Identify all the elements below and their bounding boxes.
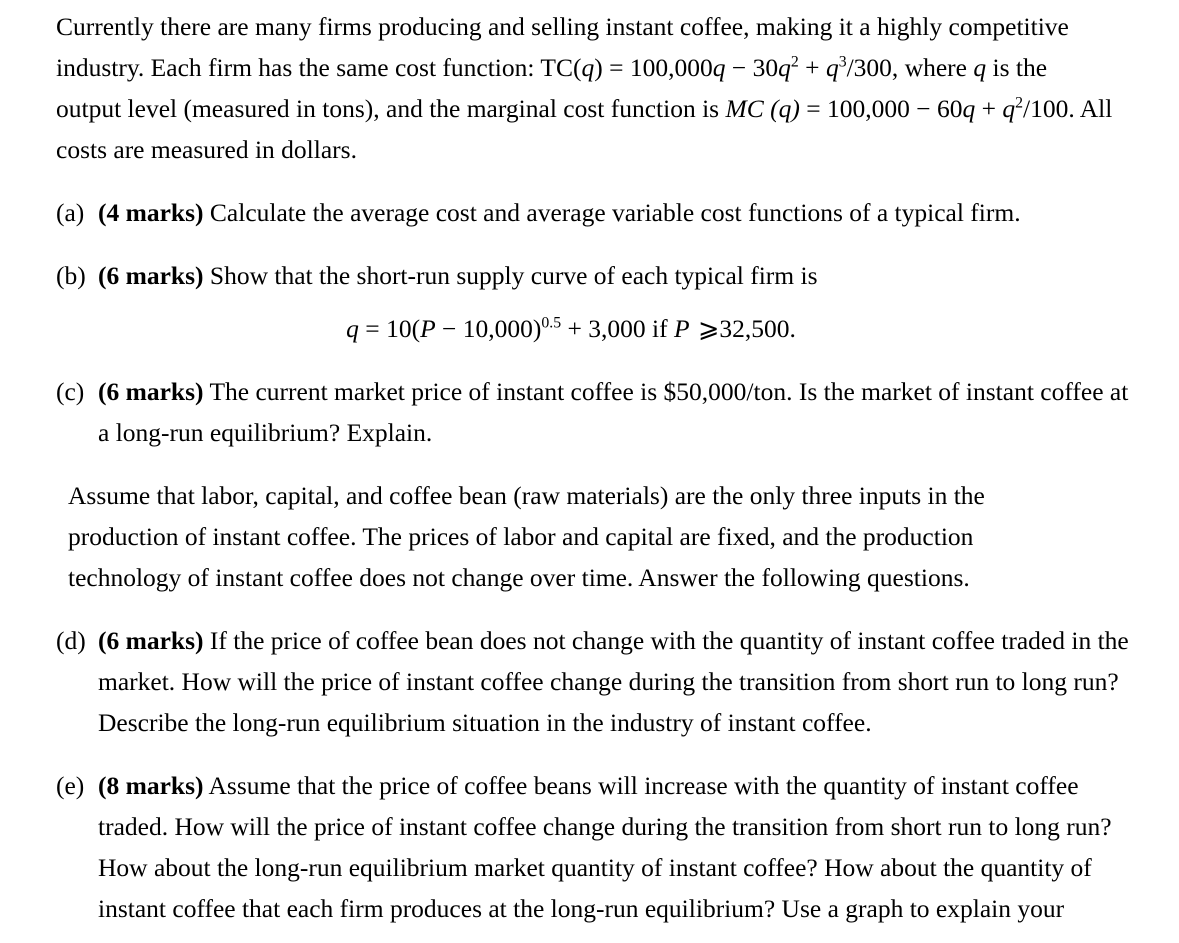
eq-coefficient: 10( [386, 314, 421, 343]
question-item-e: (e) (8 marks) Assume that the price of co… [56, 765, 1134, 943]
tc-term-3-exponent: 3 [838, 53, 847, 71]
intro-paragraph: Currently there are many firms producing… [56, 6, 1118, 170]
question-item-a: (a) (4 marks) Calculate the average cost … [56, 192, 1134, 233]
question-text-c: The current market price of instant coff… [98, 377, 1129, 447]
question-marks-d: (6 marks) [98, 626, 204, 655]
eq-plus-operator: + [561, 314, 589, 343]
question-text-d: If the price of coffee bean does not cha… [98, 626, 1129, 737]
tc-term-3-variable: q [825, 53, 839, 82]
assumption-paragraph: Assume that labor, capital, and coffee b… [68, 481, 985, 592]
question-marker-a: (a) [56, 198, 85, 227]
tc-equals: = [602, 53, 630, 82]
mc-term-3-variable: q [1002, 94, 1016, 123]
intro-sentence-2: where [898, 53, 974, 82]
eq-constant: 3,000 [588, 314, 646, 343]
eq-threshold: 32,500. [719, 314, 796, 343]
question-body-d: (6 marks) If the price of coffee bean do… [98, 626, 1129, 737]
mc-term-3-denominator: /100. [1023, 94, 1075, 123]
question-item-d: (d) (6 marks) If the price of coffee bean… [56, 620, 1134, 743]
question-list-continued: (d) (6 marks) If the price of coffee bean… [56, 620, 1134, 943]
tc-variable: q [581, 53, 595, 82]
question-marker-c: (c) [56, 377, 85, 406]
question-item-c: (c) (6 marks) The current market price of… [56, 371, 1134, 453]
tc-term-2-coefficient: 30 [752, 53, 779, 82]
tc-label: TC [540, 53, 573, 82]
tc-open-paren: ( [572, 53, 582, 82]
tc-term-1-variable: q [712, 53, 726, 82]
intro-sentence-1: Currently there are many firms producing… [56, 12, 1069, 82]
eq-equals: = [358, 314, 387, 343]
question-marks-a: (4 marks) [98, 198, 204, 227]
eq-condition-variable: P [674, 314, 690, 343]
question-marks-b: (6 marks) [98, 261, 204, 290]
question-list: (a) (4 marks) Calculate the average cost … [56, 192, 1134, 453]
eq-intercept: 10,000) [462, 314, 542, 343]
mc-term-3-exponent: 2 [1015, 94, 1024, 112]
question-body-a: (4 marks) Calculate the average cost and… [98, 198, 1021, 227]
eq-minus-operator: − [435, 314, 463, 343]
tc-formula: TC(q) = 100,000q − 30q2 + q3/300, [540, 53, 898, 82]
tc-minus-operator: − [725, 53, 753, 82]
question-item-b: (b) (6 marks) Show that the short-run sup… [56, 255, 1134, 349]
mc-variable: q [778, 94, 792, 123]
mc-formula-head: MC (q) = [725, 94, 827, 123]
tc-term-1-coefficient: 100,000 [629, 53, 713, 82]
mc-label: MC [725, 94, 764, 123]
mc-term-2-coefficient: 60 [937, 94, 963, 123]
question-marks-c: (6 marks) [98, 377, 204, 406]
question-text-e: Assume that the price of coffee beans wi… [98, 771, 1112, 943]
question-body-e: (8 marks) Assume that the price of coffe… [98, 771, 1112, 943]
eq-condition-if: if [645, 314, 674, 343]
mc-term-2-variable: q [962, 94, 976, 123]
question-marker-b: (b) [56, 261, 86, 290]
mc-plus-operator: + [975, 94, 1003, 123]
tc-term-2-variable: q [778, 53, 791, 82]
output-variable-q: q [973, 53, 987, 82]
tc-close-paren: ) [594, 53, 603, 82]
mc-equals: = [799, 94, 827, 123]
eq-lhs-variable: q [346, 314, 359, 343]
supply-curve-equation: q = 10(P − 10,000)0.5 + 3,000 if P ⩾32,5… [98, 308, 1134, 349]
question-marker-d: (d) [56, 626, 86, 655]
intro-sentence-3: is the output level (measured in tons), … [56, 53, 1048, 123]
question-marks-e: (8 marks) [98, 771, 204, 800]
greater-equal-icon: ⩾ [691, 314, 720, 343]
mc-close-paren: ) [791, 94, 800, 123]
eq-exponent: 0.5 [541, 314, 562, 332]
intro-sentence-4: All costs are measured in dollars. [56, 94, 1113, 164]
mc-minus-operator: − [909, 94, 937, 123]
question-marker-e: (e) [56, 771, 85, 800]
mc-formula-body: 100,000 − 60q + q2/100. [827, 94, 1075, 123]
question-text-b: Show that the short-run supply curve of … [203, 261, 818, 290]
eq-price-variable: P [420, 314, 436, 343]
tc-plus-operator: + [798, 53, 826, 82]
question-body-b: (6 marks) Show that the short-run supply… [98, 261, 818, 290]
mc-open-paren: ( [763, 94, 779, 123]
mc-term-1: 100,000 [826, 94, 910, 123]
question-body-c: (6 marks) The current market price of in… [98, 377, 1128, 447]
tc-term-3-denominator: /300, [846, 53, 899, 82]
document-content: Currently there are many firms producing… [56, 6, 1134, 943]
tc-term-2-exponent: 2 [790, 53, 799, 71]
question-text-a: Calculate the average cost and average v… [203, 198, 1021, 227]
